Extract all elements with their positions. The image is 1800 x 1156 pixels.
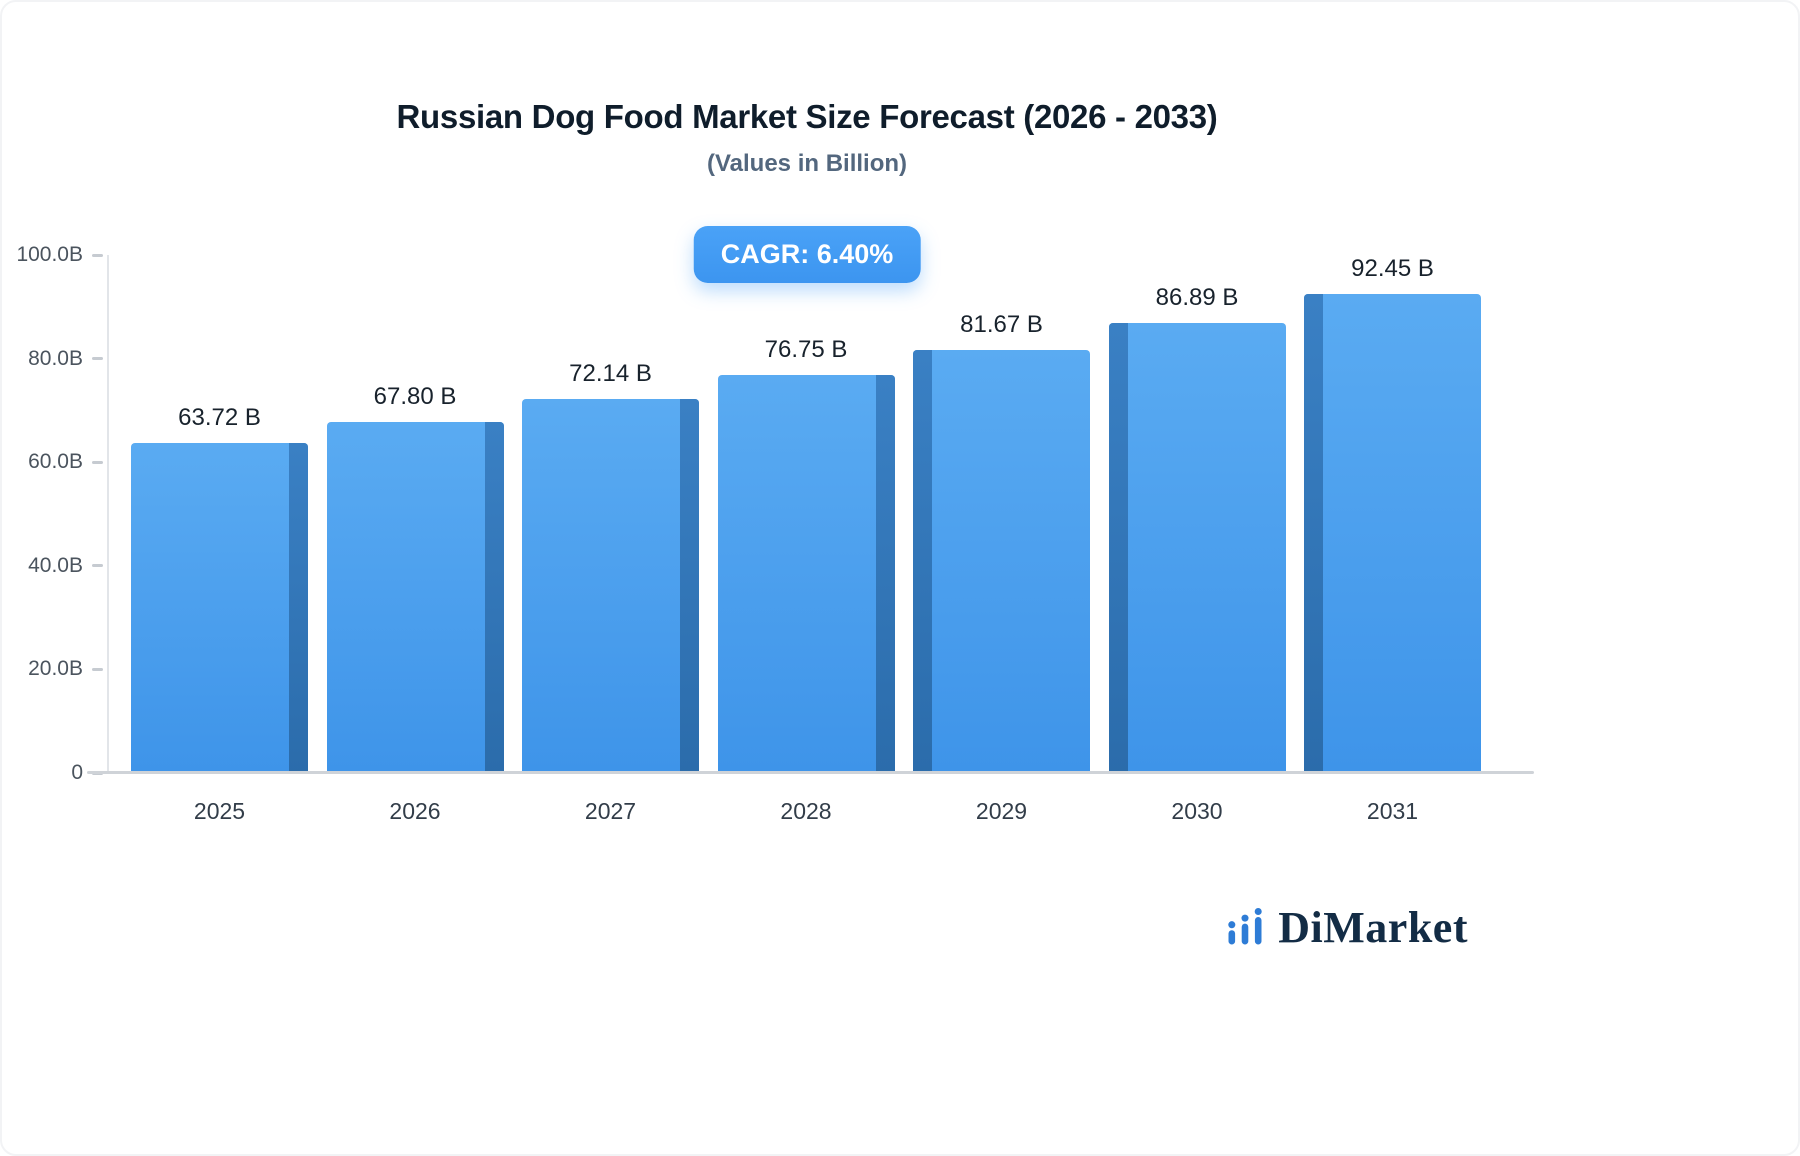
x-axis-label: 2026 <box>389 798 441 824</box>
y-tick-label: 80.0B <box>28 346 83 370</box>
y-tick: 60.0B <box>28 450 103 474</box>
cagr-badge: CAGR: 6.40% <box>693 226 921 283</box>
plot-area: 63.72 B 2025 67.80 B 2026 72.14 B 2027 76.75 B… <box>107 255 1527 824</box>
y-tick-mark <box>92 564 103 568</box>
dimarket-logo-text: DiMarket <box>1278 903 1468 952</box>
y-tick-mark <box>92 357 103 361</box>
bar-shade-face <box>484 422 504 773</box>
x-axis-label: 2027 <box>584 798 637 824</box>
y-tick: 100.0B <box>16 243 103 267</box>
bars-container: 63.72 B 2025 67.80 B 2026 72.14 B 2027 76.75 B… <box>109 255 1527 824</box>
y-tick-label: 100.0B <box>16 243 83 266</box>
bar-2029[interactable] <box>913 350 1090 773</box>
bar-shade-face <box>289 443 308 773</box>
y-tick: 40.0B <box>28 554 103 578</box>
bar-value-label: 67.80 B <box>373 383 457 410</box>
bar-value-label: 86.89 B <box>1155 284 1239 311</box>
bar-slot: 92.45 B 2031 <box>1304 255 1481 824</box>
y-tick-mark <box>92 667 103 671</box>
bar-value-label: 72.14 B <box>569 360 652 387</box>
bar-shade-face <box>1304 294 1323 773</box>
bar-value-label: 76.75 B <box>764 336 848 363</box>
bar-2028[interactable] <box>717 375 895 773</box>
dimarket-logo: DiMarket <box>1223 902 1468 953</box>
x-axis-label: 2029 <box>975 798 1028 824</box>
x-axis-label: 2025 <box>193 798 246 824</box>
chart-subtitle: (Values in Billion) <box>706 150 908 177</box>
y-tick-label: 60.0B <box>28 450 83 474</box>
bar-slot: 76.75 B 2028 <box>717 255 895 824</box>
y-tick-mark <box>92 460 103 464</box>
y-tick-mark <box>92 253 103 257</box>
bar-slot: 81.67 B 2029 <box>913 255 1090 824</box>
bar-slot: 86.89 B 2030 <box>1108 255 1286 824</box>
y-axis: 100.0B 80.0B 60.0B 40.0B 20.0B 0 <box>2 243 105 784</box>
bar-value-label: 92.45 B <box>1351 255 1434 282</box>
bar-value-label: 63.72 B <box>178 404 261 431</box>
bar-2027[interactable] <box>522 399 699 773</box>
bar-slot: 72.14 B 2027 <box>522 255 699 824</box>
dimarket-logo-icon <box>1223 906 1267 950</box>
bar-2031[interactable] <box>1304 294 1481 773</box>
bar-shade-face <box>913 350 932 773</box>
bar-2030[interactable] <box>1108 323 1286 773</box>
y-tick-label: 20.0B <box>28 657 83 681</box>
x-axis-label: 2030 <box>1171 798 1223 824</box>
bar-shade-face <box>1108 323 1128 773</box>
bar-2026[interactable] <box>326 422 504 773</box>
bar-2025[interactable] <box>131 443 308 773</box>
x-axis-label: 2031 <box>1366 798 1419 824</box>
y-tick: 80.0B <box>28 347 103 371</box>
y-tick-label: 40.0B <box>28 553 83 577</box>
bar-value-label: 81.67 B <box>960 311 1043 338</box>
chart-title: Russian Dog Food Market Size Forecast (2… <box>396 98 1218 135</box>
bar-shade-face <box>875 375 895 773</box>
bar-shade-face <box>680 399 699 773</box>
bar-slot: 63.72 B 2025 <box>131 255 308 824</box>
x-axis-baseline <box>87 771 1534 774</box>
y-tick-label: 0 <box>71 761 83 784</box>
y-tick: 20.0B <box>28 657 103 681</box>
bar-slot: 67.80 B 2026 <box>326 255 504 824</box>
x-axis-label: 2028 <box>780 798 832 824</box>
